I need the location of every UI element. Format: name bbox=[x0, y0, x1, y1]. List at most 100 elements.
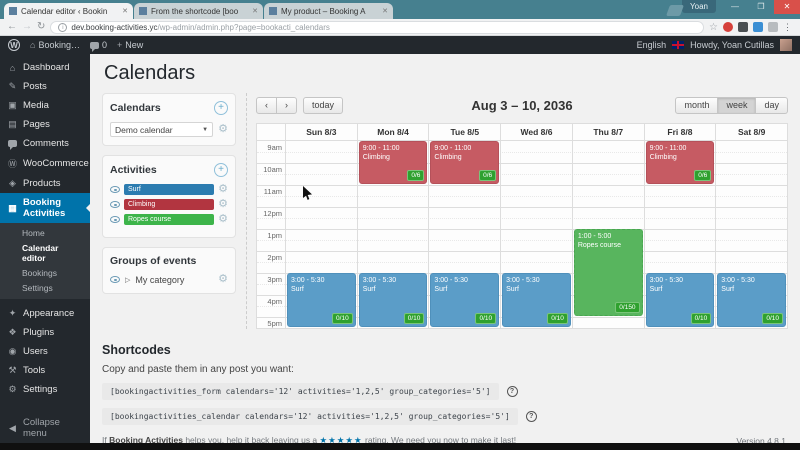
adblock-extension-icon[interactable] bbox=[723, 22, 733, 32]
forward-icon[interactable]: → bbox=[22, 21, 32, 32]
visibility-eye-icon[interactable] bbox=[110, 201, 120, 208]
day-column-sun-8-3[interactable]: 3:00 - 5:30 Surf 0/10 bbox=[285, 141, 357, 328]
calendar-shortcode[interactable]: [bookingactivities_calendar calendars='1… bbox=[102, 408, 518, 425]
week-view-button[interactable]: week bbox=[718, 96, 757, 114]
tab-title: My product – Booking A bbox=[281, 6, 366, 16]
day-view-button[interactable]: day bbox=[756, 96, 788, 114]
event-climbing[interactable]: 9:00 - 11:00 Climbing 0/6 bbox=[645, 141, 715, 184]
new-content-menu[interactable]: + New bbox=[116, 40, 144, 50]
day-header-sat-8-9: Sat 8/9 bbox=[715, 124, 787, 140]
event-ropes[interactable]: 1:00 - 5:00 Ropes course 0/150 bbox=[573, 229, 643, 316]
today-button[interactable]: today bbox=[303, 96, 344, 114]
prev-button[interactable]: ‹ bbox=[256, 96, 277, 114]
window-controls: Yoan — ❐ ✕ bbox=[682, 0, 800, 19]
event-surf[interactable]: 3:00 - 5:30 Surf 0/10 bbox=[430, 273, 500, 327]
wordpress-logo-icon[interactable]: W bbox=[8, 39, 20, 51]
site-name-menu[interactable]: ⌂ Booking… bbox=[30, 40, 80, 50]
browser-profile-chip[interactable]: Yoan bbox=[682, 0, 716, 13]
day-column-fri-8-8[interactable]: 9:00 - 11:00 Climbing 0/6 3:00 - 5:30 Surf 0/… bbox=[643, 141, 716, 328]
sidebar-item-woocommerce[interactable]: Ⓦ WooCommerce bbox=[0, 153, 90, 174]
address-bar[interactable]: i dev.booking-activities.yc/wp-admin/adm… bbox=[50, 20, 705, 34]
user-avatar[interactable] bbox=[780, 39, 792, 51]
rating-stars-link[interactable]: ★★★★★ bbox=[319, 435, 363, 445]
day-column-wed-8-6[interactable]: 3:00 - 5:30 Surf 0/10 bbox=[500, 141, 572, 328]
visibility-eye-icon[interactable] bbox=[110, 276, 120, 283]
language-menu[interactable]: English bbox=[636, 40, 667, 50]
submenu-item-home[interactable]: Home bbox=[22, 227, 45, 238]
comments-menu[interactable]: 0 bbox=[89, 40, 107, 52]
content-area: Calendars Calendars + Demo calendar ▼ bbox=[90, 54, 800, 446]
sidebar-item-collapse-menu[interactable]: ◀ Collapse menu bbox=[0, 413, 90, 443]
reload-icon[interactable]: ↻ bbox=[37, 21, 46, 32]
next-button[interactable]: › bbox=[277, 96, 297, 114]
event-surf[interactable]: 3:00 - 5:30 Surf 0/10 bbox=[502, 273, 571, 327]
calendar-select[interactable]: Demo calendar ▼ bbox=[110, 122, 214, 137]
expand-triangle-icon[interactable]: ▷ bbox=[125, 276, 131, 284]
browser-tab-0[interactable]: Calendar editor ‹ Bookin ✕ bbox=[4, 3, 133, 19]
activity-bar-surf[interactable]: Surf bbox=[124, 184, 215, 195]
maximize-button[interactable]: ❐ bbox=[757, 2, 765, 11]
calendar-settings-gear-icon[interactable]: ⚙ bbox=[218, 123, 228, 135]
sidebar-item-dashboard[interactable]: ⌂ Dashboard bbox=[0, 58, 90, 77]
close-button[interactable]: ✕ bbox=[774, 0, 800, 14]
event-climbing[interactable]: 9:00 - 11:00 Climbing 0/6 bbox=[430, 141, 500, 184]
visibility-eye-icon[interactable] bbox=[110, 216, 120, 223]
event-time: 9:00 - 11:00 bbox=[649, 145, 687, 152]
activity-settings-gear-icon[interactable]: ⚙ bbox=[218, 183, 228, 195]
add-calendar-icon[interactable]: + bbox=[214, 101, 228, 115]
bookmark-star-icon[interactable]: ☆ bbox=[709, 21, 718, 33]
event-climbing[interactable]: 9:00 - 11:00 Climbing 0/6 bbox=[358, 141, 428, 184]
visibility-eye-icon[interactable] bbox=[110, 186, 120, 193]
back-icon[interactable]: ← bbox=[7, 21, 17, 32]
sidebar-item-posts[interactable]: ✎ Posts bbox=[0, 77, 90, 96]
tab-close-icon[interactable]: ✕ bbox=[252, 8, 258, 15]
sidebar-item-media[interactable]: ▣ Media bbox=[0, 96, 90, 115]
sidebar-item-pages[interactable]: ▤ Pages bbox=[0, 115, 90, 134]
sidebar-item-tools[interactable]: ⚒ Tools bbox=[0, 361, 90, 380]
activity-settings-gear-icon[interactable]: ⚙ bbox=[218, 213, 228, 225]
event-surf[interactable]: 3:00 - 5:30 Surf 0/10 bbox=[287, 273, 356, 327]
mouse-cursor bbox=[303, 186, 312, 200]
form-shortcode[interactable]: [bookingactivities_form calendars='12' a… bbox=[102, 383, 499, 400]
howdy-menu[interactable]: Howdy, Yoan Cutillas bbox=[690, 40, 774, 50]
activity-settings-gear-icon[interactable]: ⚙ bbox=[218, 198, 228, 210]
browser-tab-1[interactable]: From the shortcode [boo ✕ bbox=[134, 3, 263, 19]
help-icon[interactable]: ? bbox=[506, 386, 518, 397]
submenu-item-calendar-editor[interactable]: Calendar editor bbox=[22, 242, 59, 263]
submenu-item-settings[interactable]: Settings bbox=[22, 282, 53, 293]
sidebar-item-booking-activities[interactable]: ▦ Booking Activities bbox=[0, 193, 90, 223]
sidebar-item-plugins[interactable]: ❖ Plugins bbox=[0, 323, 90, 342]
month-view-button[interactable]: month bbox=[675, 96, 719, 114]
calendars-panel-title: Calendars bbox=[110, 102, 161, 114]
group-settings-gear-icon[interactable]: ⚙ bbox=[218, 273, 228, 285]
extension-icon-grey[interactable] bbox=[768, 22, 778, 32]
event-surf[interactable]: 3:00 - 5:30 Surf 0/10 bbox=[358, 273, 428, 327]
sidebar-item-settings[interactable]: ⚙ Settings bbox=[0, 380, 90, 399]
sidebar-item-users[interactable]: ◉ Users bbox=[0, 342, 90, 361]
browser-menu-icon[interactable]: ⋮ bbox=[783, 21, 793, 32]
browser-tab-2[interactable]: My product – Booking A ✕ bbox=[264, 3, 393, 19]
sidebar-item-comments[interactable]: Comments bbox=[0, 134, 90, 153]
tab-close-icon[interactable]: ✕ bbox=[382, 8, 388, 15]
minimize-button[interactable]: — bbox=[731, 2, 739, 11]
extension-icon-dark[interactable] bbox=[738, 22, 748, 32]
site-info-icon[interactable]: i bbox=[58, 22, 68, 32]
tab-close-icon[interactable]: ✕ bbox=[122, 8, 128, 15]
submenu-item-bookings[interactable]: Bookings bbox=[22, 267, 57, 278]
admin-bar-left: W ⌂ Booking… 0 + New bbox=[8, 39, 627, 52]
extension-icon-blue[interactable] bbox=[753, 22, 763, 32]
event-surf[interactable]: 3:00 - 5:30 Surf 0/10 bbox=[717, 273, 786, 327]
day-column-thu-8-7[interactable]: 1:00 - 5:00 Ropes course 0/150 bbox=[571, 141, 644, 328]
activity-bar-ropes-course[interactable]: Ropes course bbox=[124, 214, 215, 225]
group-category-label[interactable]: My category bbox=[135, 274, 185, 285]
admin-sidebar: ⌂ Dashboard ✎ Posts ▣ Media ▤ Pages Comments Ⓦ Woo… bbox=[0, 54, 90, 443]
day-column-mon-8-4[interactable]: 9:00 - 11:00 Climbing 0/6 3:00 - 5:30 Surf 0/… bbox=[356, 141, 429, 328]
day-column-tue-8-5[interactable]: 9:00 - 11:00 Climbing 0/6 3:00 - 5:30 Surf 0/… bbox=[428, 141, 500, 328]
sidebar-item-products[interactable]: ◈ Products bbox=[0, 174, 90, 193]
add-activity-icon[interactable]: + bbox=[214, 163, 228, 177]
help-icon[interactable]: ? bbox=[525, 411, 537, 422]
sidebar-item-appearance[interactable]: ✦ Appearance bbox=[0, 304, 90, 323]
day-column-sat-8-9[interactable]: 3:00 - 5:30 Surf 0/10 bbox=[715, 141, 787, 328]
activity-bar-climbing[interactable]: Climbing bbox=[124, 199, 215, 210]
event-surf[interactable]: 3:00 - 5:30 Surf 0/10 bbox=[645, 273, 715, 327]
